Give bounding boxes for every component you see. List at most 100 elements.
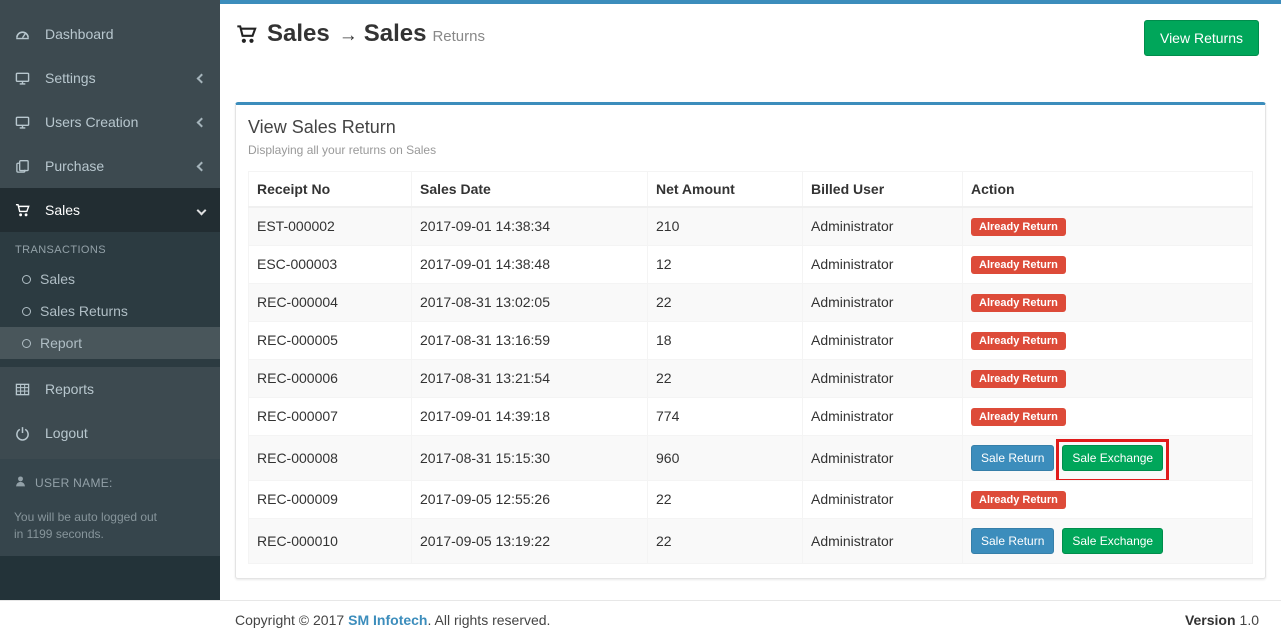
sidebar-item-reports[interactable]: Reports	[0, 367, 220, 411]
billed-user-cell: Administrator	[802, 244, 963, 284]
net-amount-cell: 960	[647, 434, 803, 481]
version-value: 1.0	[1239, 612, 1259, 628]
chevron-left-icon	[196, 161, 207, 171]
receipt-no-cell: EST-000002	[248, 206, 412, 246]
action-cell: Already Return	[962, 320, 1253, 360]
sales-date-cell: 2017-09-01 14:38:34	[411, 206, 648, 246]
user-panel: USER NAME: You will be auto logged out i…	[0, 459, 220, 556]
action-cell: Already Return	[962, 396, 1253, 436]
billed-user-cell: Administrator	[802, 479, 963, 519]
chevron-down-icon	[196, 205, 207, 215]
submenu-item-report[interactable]: Report	[0, 327, 220, 359]
sidebar-item-label: Settings	[45, 70, 96, 86]
sidebar-item-purchase[interactable]: Purchase	[0, 144, 220, 188]
net-amount-cell: 18	[647, 320, 803, 360]
sales-date-cell: 2017-08-31 13:21:54	[411, 358, 648, 398]
net-amount-cell: 22	[647, 358, 803, 398]
annotation-highlight-box: Sale Exchange	[1056, 438, 1169, 480]
already-return-badge: Already Return	[971, 369, 1066, 388]
billed-user-cell: Administrator	[802, 517, 963, 564]
sidebar-item-settings[interactable]: Settings	[0, 56, 220, 100]
desktop-icon	[15, 115, 39, 130]
brand-link[interactable]: SM Infotech	[348, 612, 428, 628]
billed-user-cell: Administrator	[802, 206, 963, 246]
desktop-icon	[15, 71, 39, 86]
action-cell: Sale Return Sale Exchange	[962, 517, 1253, 564]
receipt-no-cell: REC-000004	[248, 282, 412, 322]
submenu-item-sales-returns[interactable]: Sales Returns	[0, 295, 220, 327]
sales-submenu: TRANSACTIONS Sales Sales Returns Report	[0, 232, 220, 367]
sale-exchange-button[interactable]: Sale Exchange	[1062, 527, 1164, 554]
receipt-no-cell: REC-000006	[248, 358, 412, 398]
circle-icon	[22, 338, 31, 348]
action-cell: Already Return	[962, 358, 1253, 398]
receipt-no-cell: REC-000005	[248, 320, 412, 360]
sidebar-item-label: Sales	[45, 202, 81, 218]
action-cell: Already Return	[962, 282, 1253, 322]
action-cell: Already Return	[962, 479, 1253, 519]
action-cell: Already Return	[962, 206, 1253, 246]
net-amount-cell: 22	[647, 517, 803, 564]
table-row: REC-000004 2017-08-31 13:02:05 22 Administr…	[248, 282, 1253, 322]
copyright-prefix: Copyright © 2017	[235, 612, 345, 628]
user-name-row: USER NAME:	[14, 475, 208, 491]
sales-date-cell: 2017-09-05 13:19:22	[411, 517, 648, 564]
sales-return-card: View Sales Return Displaying all your re…	[235, 102, 1266, 579]
column-header: Sales Date	[411, 170, 648, 208]
billed-user-cell: Administrator	[802, 358, 963, 398]
billed-user-cell: Administrator	[802, 434, 963, 481]
table-icon	[15, 382, 39, 397]
net-amount-cell: 774	[647, 396, 803, 436]
table-body: EST-000002 2017-09-01 14:38:34 210 Administ…	[248, 206, 1253, 564]
submenu-item-label: Sales Returns	[40, 303, 128, 319]
table-header-row: Receipt No Sales Date Net Amount Billed Use…	[248, 170, 1253, 208]
copyright-text: Copyright © 2017 SM Infotech. All rights …	[235, 612, 550, 628]
arrow-right-icon: →	[338, 25, 358, 46]
submenu-item-sales[interactable]: Sales	[0, 263, 220, 295]
net-amount-cell: 22	[647, 282, 803, 322]
content-header: Sales → Sales Returns View Returns	[220, 4, 1281, 56]
action-cell: Already Return	[962, 244, 1253, 284]
sidebar-item-dashboard[interactable]: Dashboard	[0, 12, 220, 56]
receipt-no-cell: REC-000009	[248, 479, 412, 519]
sidebar-item-label: Logout	[45, 425, 88, 441]
receipt-no-cell: REC-000010	[248, 517, 412, 564]
billed-user-cell: Administrator	[802, 282, 963, 322]
sales-date-cell: 2017-08-31 15:15:30	[411, 434, 648, 481]
view-returns-button[interactable]: View Returns	[1143, 20, 1259, 56]
sidebar-item-label: Users Creation	[45, 114, 139, 130]
receipt-no-cell: REC-000007	[248, 396, 412, 436]
circle-icon	[22, 274, 31, 284]
circle-icon	[22, 306, 31, 316]
sidebar-item-sales[interactable]: Sales	[0, 188, 220, 232]
net-amount-cell: 22	[647, 479, 803, 519]
table-row: REC-000005 2017-08-31 13:16:59 18 Administr…	[248, 320, 1253, 360]
table-row: REC-000006 2017-08-31 13:21:54 22 Administr…	[248, 358, 1253, 398]
version-text: Version 1.0	[1185, 612, 1259, 628]
sale-return-button[interactable]: Sale Return	[971, 444, 1055, 471]
receipt-no-cell: REC-000008	[248, 434, 412, 481]
sale-return-button[interactable]: Sale Return	[971, 527, 1055, 554]
sidebar-item-label: Dashboard	[45, 26, 114, 42]
copy-icon	[15, 159, 39, 174]
card-subtitle: Displaying all your returns on Sales	[248, 142, 437, 157]
table-row: ESC-000003 2017-09-01 14:38:48 12 Administr…	[248, 244, 1253, 284]
cart-icon	[236, 24, 257, 45]
sidebar-item-logout[interactable]: Logout	[0, 411, 220, 455]
sidebar-nav: Dashboard Settings Users Creation Purcha…	[0, 0, 220, 455]
table-row: REC-000008 2017-08-31 15:15:30 960 Administ…	[248, 434, 1253, 481]
user-icon	[14, 475, 27, 491]
chevron-left-icon	[196, 117, 207, 127]
action-cell: Sale Return Sale Exchange	[962, 434, 1253, 481]
receipt-no-cell: ESC-000003	[248, 244, 412, 284]
sale-exchange-button[interactable]: Sale Exchange	[1062, 444, 1164, 471]
auto-logout-notice: You will be auto logged out in 1199 seco…	[14, 510, 158, 542]
page-title: Sales → Sales Returns	[236, 20, 485, 48]
sales-date-cell: 2017-08-31 13:16:59	[411, 320, 648, 360]
dashboard-icon	[15, 27, 39, 42]
copyright-suffix: . All rights reserved.	[427, 612, 551, 628]
already-return-badge: Already Return	[971, 217, 1066, 236]
sales-returns-table: Receipt No Sales Date Net Amount Billed Use…	[248, 170, 1253, 564]
column-header: Net Amount	[647, 170, 803, 208]
sidebar-item-users-creation[interactable]: Users Creation	[0, 100, 220, 144]
